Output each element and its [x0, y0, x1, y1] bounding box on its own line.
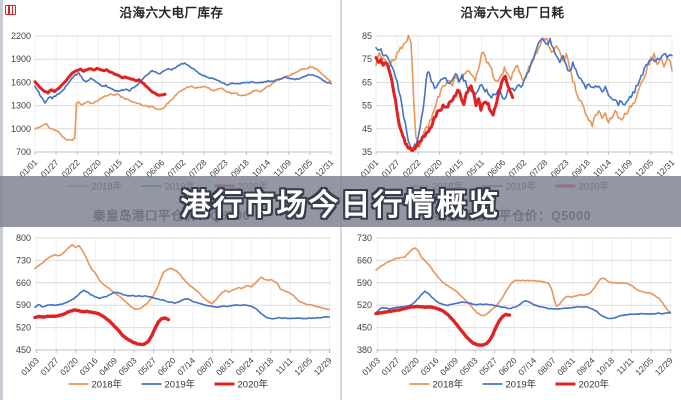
y-axis-labels: 450 520 590 660 730 800 [16, 233, 31, 355]
chart-panel-inventory: 沿海六大电厂库存 700 1000 1300 1600 1900 2200 01/01 01/… [3, 0, 340, 200]
svg-text:08/07: 08/07 [195, 355, 217, 377]
svg-text:660: 660 [357, 255, 372, 265]
svg-text:730: 730 [16, 255, 31, 265]
svg-text:05/03: 05/03 [458, 355, 480, 377]
svg-text:06/20: 06/20 [497, 355, 519, 377]
svg-text:12/05: 12/05 [633, 355, 655, 377]
svg-text:01/03: 01/03 [360, 355, 382, 377]
svg-text:04/09: 04/09 [97, 355, 119, 377]
svg-text:05/27: 05/27 [136, 355, 158, 377]
svg-text:11/11: 11/11 [274, 355, 295, 376]
svg-text:65: 65 [362, 77, 372, 87]
svg-text:590: 590 [16, 300, 31, 310]
svg-text:1900: 1900 [11, 54, 31, 64]
svg-text:2018年: 2018年 [92, 379, 123, 391]
svg-text:09/24: 09/24 [575, 355, 597, 377]
svg-text:08/31: 08/31 [555, 355, 577, 377]
svg-text:75: 75 [362, 54, 372, 64]
svg-text:03/16: 03/16 [77, 355, 99, 377]
svg-text:08/07: 08/07 [536, 355, 558, 377]
svg-text:55: 55 [362, 101, 372, 111]
svg-text:2200: 2200 [11, 31, 31, 41]
svg-text:1000: 1000 [11, 124, 31, 134]
gridlines [35, 237, 331, 351]
svg-text:07/14: 07/14 [175, 355, 197, 377]
series-line-2019年 [375, 290, 672, 320]
svg-text:01/27: 01/27 [38, 355, 60, 377]
svg-text:08/31: 08/31 [214, 355, 236, 377]
chart-title-inventory: 沿海六大电厂库存 [119, 6, 224, 20]
svg-text:380: 380 [357, 345, 372, 355]
svg-text:730: 730 [357, 233, 372, 243]
svg-text:800: 800 [16, 233, 31, 243]
svg-text:700: 700 [16, 147, 31, 157]
svg-text:2019年: 2019年 [165, 379, 196, 391]
x-axis-labels: 01/0301/2702/2003/1604/0905/0305/2706/20… [360, 350, 675, 377]
chart-panel-q5500: 秦皇岛港口平仓价：Q5500 45052059066073080001/0301… [3, 200, 340, 400]
series-line-2020年 [374, 304, 512, 347]
chart-title-daily-consumption: 沿海六大电厂日耗 [460, 6, 565, 20]
svg-text:12/29: 12/29 [653, 355, 675, 377]
svg-text:450: 450 [357, 323, 372, 333]
svg-text:520: 520 [16, 323, 31, 333]
svg-text:06/20: 06/20 [156, 355, 178, 377]
svg-text:2020年: 2020年 [579, 379, 610, 391]
svg-text:85: 85 [362, 31, 372, 41]
svg-text:520: 520 [357, 300, 372, 310]
svg-text:10/18: 10/18 [253, 355, 275, 377]
svg-text:12/05: 12/05 [292, 355, 314, 377]
overlay-banner: 港行市场今日行情概览 [0, 176, 681, 227]
svg-text:02/20: 02/20 [399, 355, 421, 377]
y-axis-labels: 380 450 520 590 660 730 [357, 233, 372, 355]
svg-text:05/03: 05/03 [117, 355, 139, 377]
legend: 2018年 2019年 2020年 [409, 379, 610, 391]
svg-text:2020年: 2020年 [238, 379, 269, 391]
q5500-price-chart: 450 520 590 660 730 800 01/0301/2702/2003/1604… [16, 233, 334, 391]
svg-text:05/27: 05/27 [477, 355, 499, 377]
gridlines [375, 35, 673, 153]
svg-text:2019年: 2019年 [506, 379, 537, 391]
svg-text:01/03: 01/03 [19, 355, 41, 377]
chart-panel-daily-consumption: 沿海六大电厂日耗 35 45 55 65 75 85 01/01 01/27 02/22 03/2… [344, 0, 681, 200]
svg-text:660: 660 [16, 278, 31, 288]
series-line-2018年 [375, 247, 672, 317]
gridlines [34, 35, 332, 153]
svg-text:04/09: 04/09 [438, 355, 460, 377]
series-line-2019年 [375, 37, 673, 152]
y-axis-labels: 35 45 55 65 75 85 [362, 31, 372, 157]
q5000-price-chart: 380 450 520 590 660 730 01/0301/2702/2003/1604… [357, 233, 675, 391]
series-line-2020年 [33, 308, 171, 347]
series-line-2019年 [34, 62, 332, 104]
svg-text:01/27: 01/27 [379, 355, 401, 377]
svg-text:450: 450 [16, 345, 31, 355]
svg-text:09/24: 09/24 [234, 355, 256, 377]
svg-text:12/29: 12/29 [312, 355, 334, 377]
series-line-2020年 [374, 56, 515, 153]
svg-text:45: 45 [362, 124, 372, 134]
svg-text:2018年: 2018年 [433, 379, 464, 391]
x-axis-labels: 01/0301/2702/2003/1604/0905/0305/2706/20… [19, 350, 334, 377]
series-line-2019年 [34, 289, 331, 320]
series-line-2020年 [33, 66, 167, 97]
svg-text:07/14: 07/14 [516, 355, 538, 377]
svg-text:02/20: 02/20 [58, 355, 80, 377]
svg-text:1300: 1300 [11, 101, 31, 111]
svg-text:10/18: 10/18 [594, 355, 616, 377]
svg-text:11/11: 11/11 [615, 355, 636, 376]
legend: 2018年 2019年 2020年 [68, 379, 269, 391]
svg-text:03/16: 03/16 [418, 355, 440, 377]
svg-text:590: 590 [357, 278, 372, 288]
svg-text:35: 35 [362, 147, 372, 157]
y-axis-labels: 700 1000 1300 1600 1900 2200 [11, 31, 31, 157]
corner-watermark [5, 5, 16, 15]
chart-panel-q5000: 秦皇岛港口平仓价：Q5000 38045052059066073001/0301… [344, 200, 681, 400]
series-line-2018年 [34, 243, 331, 311]
svg-text:1600: 1600 [11, 77, 31, 87]
banner-title: 港行市场今日行情概览 [180, 188, 501, 222]
